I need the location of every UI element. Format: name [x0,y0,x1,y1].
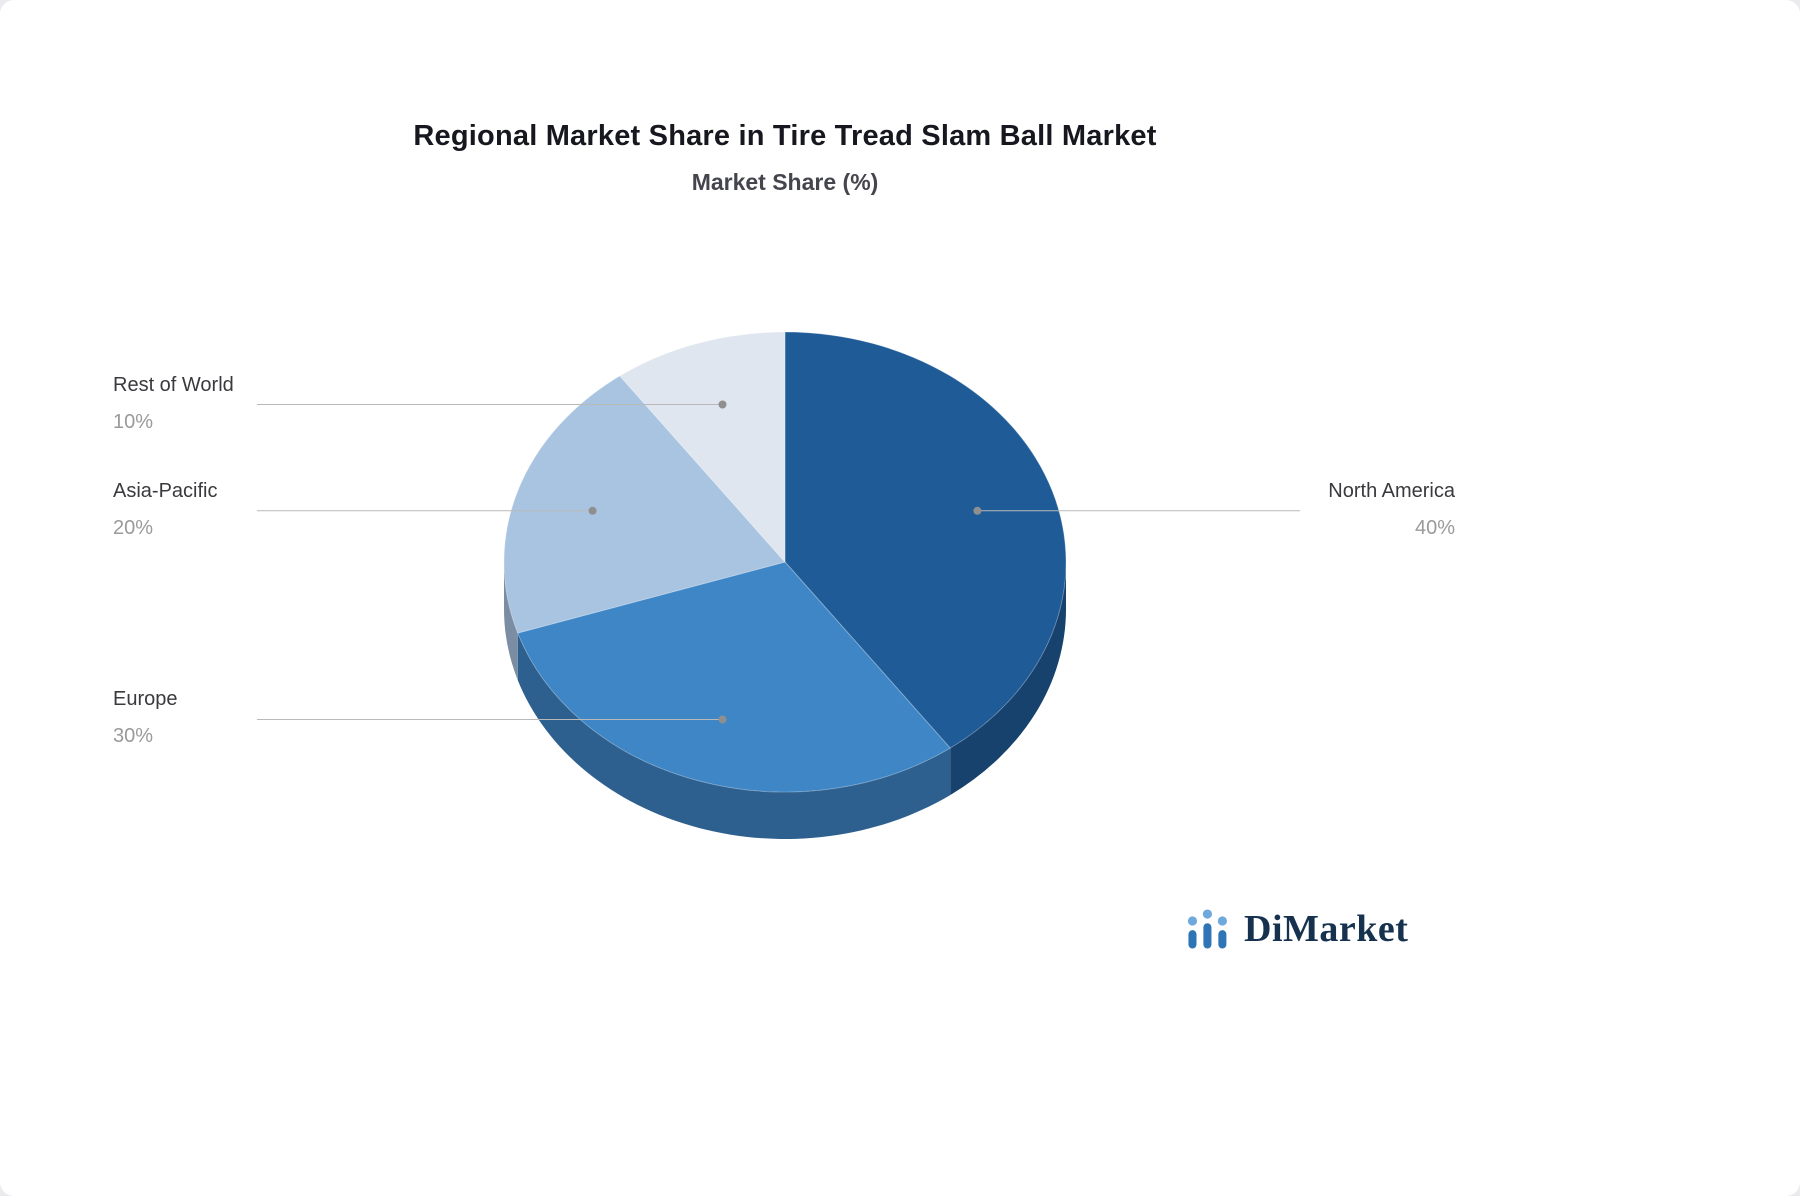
leader-dot-asia-pacific [588,506,597,515]
chart-subtitle: Market Share (%) [691,169,879,195]
pie-slice-asia-pacific [503,375,786,634]
pie-label-name: Europe [113,688,178,711]
pie-slice-europe [517,561,951,793]
pie-label-north-america: North America 40% [1328,479,1455,540]
pie-slice-side-asia-pacific [504,562,518,681]
pie-slice-side-europe [517,633,951,839]
pie-label-rest-of-world: Rest of World 10% [113,373,234,434]
bar-chart-icon [1187,909,1227,949]
leader-dot-europe [718,715,727,724]
pie-label-value: 20% [113,516,154,539]
pie-label-name: Rest of World [113,373,234,396]
brand-name: DiMarket [1244,908,1409,950]
leader-dot-north-america [973,506,982,515]
chart-title: Regional Market Share in Tire Tread Slam… [413,120,1157,152]
pie-slice-north-america [784,331,1067,749]
pie-label-name: North America [1328,479,1455,502]
pie-label-asia-pacific: Asia-Pacific 20% [113,479,217,540]
pie-label-europe: Europe 30% [113,687,178,748]
pie-label-name: Asia-Pacific [113,479,218,502]
pie-label-value: 40% [1414,516,1455,539]
leader-dot-rest-of-world [718,400,727,409]
brand-logo: DiMarket [1185,906,1408,952]
pie-label-value: 10% [113,410,154,433]
pie-slice-rest-of-world [619,331,786,564]
pie-slice-side-north-america [950,562,1066,796]
pie-label-value: 30% [113,725,154,748]
